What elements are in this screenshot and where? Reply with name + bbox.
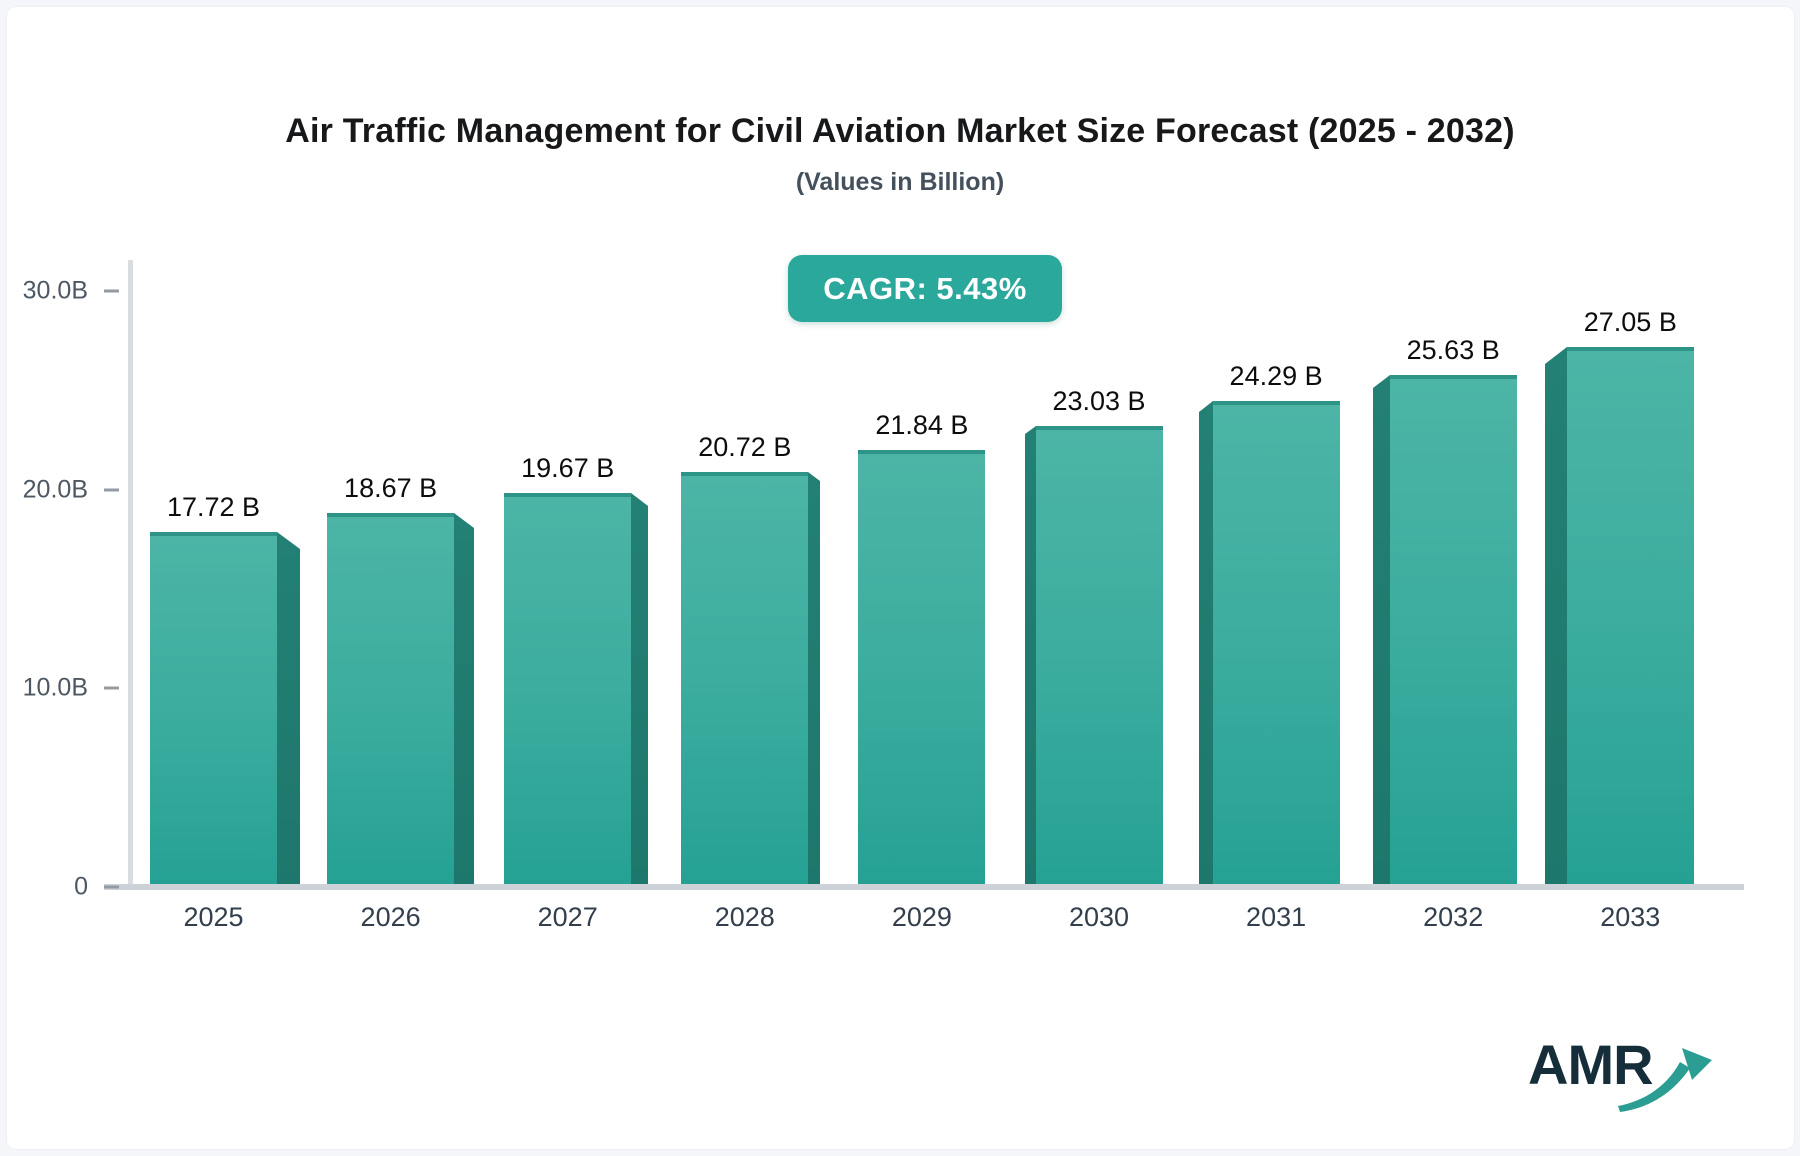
- y-tick-mark: [104, 289, 119, 293]
- bar-2029: [858, 450, 985, 884]
- x-axis-label-2025: 2025: [183, 902, 244, 932]
- bar-value-label-2032: 25.63 B: [1406, 335, 1500, 365]
- bar-value-label-2028: 20.72 B: [698, 432, 792, 462]
- x-axis-line: [104, 884, 1744, 890]
- bar-side-2025: [277, 532, 300, 884]
- x-axis-label-2026: 2026: [360, 902, 421, 932]
- y-tick-label-30.0B: 30.0B: [22, 276, 88, 305]
- x-axis-label-2031: 2031: [1246, 902, 1307, 932]
- bar-side-2027: [631, 493, 648, 884]
- bar-2033: [1567, 347, 1694, 884]
- bar-side-2032: [1373, 375, 1390, 884]
- chart-title: Air Traffic Management for Civil Aviatio…: [285, 112, 1515, 150]
- bar-side-2028: [808, 472, 820, 884]
- x-axis-label-2029: 2029: [891, 902, 952, 932]
- growth-arrow-icon: [1618, 1048, 1712, 1112]
- chart-subtitle: (Values in Billion): [795, 168, 1005, 196]
- y-tick-label-20.0B: 20.0B: [22, 475, 88, 504]
- amr-logo-text: AMR: [1528, 1033, 1654, 1096]
- bar-value-label-2025: 17.72 B: [166, 492, 261, 522]
- cagr-badge-label: CAGR: 5.43%: [823, 270, 1027, 306]
- x-axis-label-2030: 2030: [1068, 902, 1130, 932]
- bar-value-label-2026: 18.67 B: [344, 473, 438, 503]
- bar-value-label-2030: 23.03 B: [1052, 386, 1146, 416]
- bar-side-2026: [454, 513, 474, 884]
- bar-value-label-2029: 21.84 B: [875, 410, 969, 440]
- bar-value-label-2027: 19.67 B: [521, 453, 615, 483]
- cagr-badge: CAGR: 5.43%: [788, 255, 1062, 322]
- bar-2031: [1213, 401, 1340, 884]
- bar-value-label-2033: 27.05 B: [1583, 307, 1677, 337]
- x-axis-label-2032: 2032: [1423, 902, 1484, 932]
- x-axis-label-2027: 2027: [537, 902, 598, 932]
- y-tick-label-0: 0: [74, 872, 88, 901]
- bar-side-2031: [1199, 401, 1213, 884]
- bar-side-2033: [1545, 347, 1567, 884]
- bar-2026: [327, 513, 454, 884]
- bar-2032: [1390, 375, 1517, 884]
- bar-2027: [504, 493, 631, 884]
- x-axis-label-2028: 2028: [714, 902, 775, 932]
- amr-logo: AMR: [1520, 1030, 1730, 1112]
- y-tick-label-10.0B: 10.0B: [22, 673, 88, 702]
- bar-side-2030: [1025, 426, 1036, 884]
- y-tick-mark: [104, 885, 119, 889]
- bar-2025: [150, 532, 277, 884]
- bar-value-label-2031: 24.29 B: [1229, 361, 1323, 391]
- bar-2028: [681, 472, 808, 884]
- y-tick-mark: [104, 488, 119, 492]
- y-tick-mark: [104, 686, 119, 690]
- y-axis-line: [128, 260, 133, 890]
- bar-2030: [1036, 426, 1163, 884]
- x-axis-label-2033: 2033: [1600, 902, 1661, 932]
